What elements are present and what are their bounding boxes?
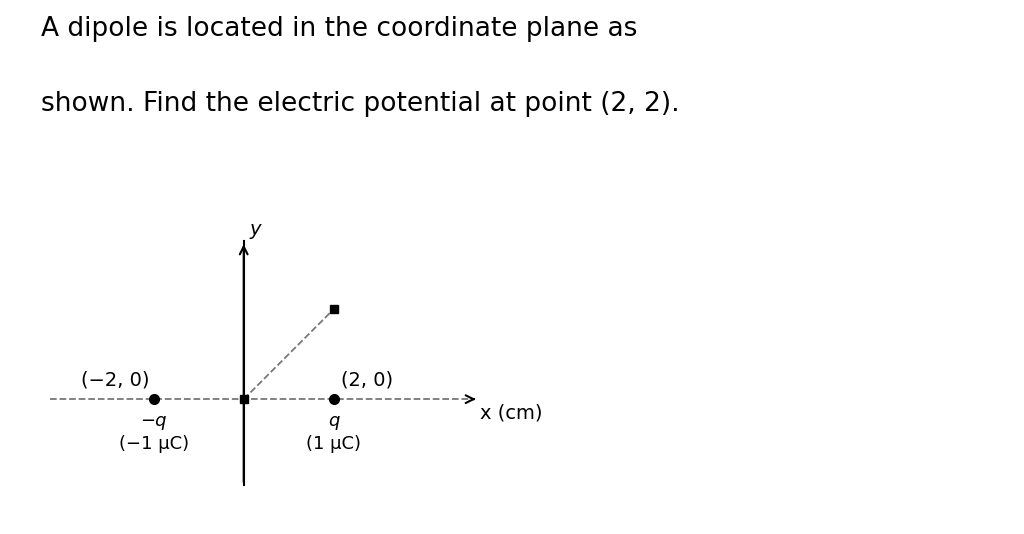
Text: (2, 0): (2, 0) (341, 370, 393, 389)
Text: (1 μC): (1 μC) (306, 435, 361, 453)
Text: shown. Find the electric potential at point (2, 2).: shown. Find the electric potential at po… (41, 91, 680, 117)
Text: x (cm): x (cm) (480, 404, 543, 423)
Text: A dipole is located in the coordinate plane as: A dipole is located in the coordinate pl… (41, 16, 637, 42)
Text: q: q (328, 412, 340, 430)
Text: −q: −q (140, 412, 167, 430)
Text: (−2, 0): (−2, 0) (81, 370, 150, 389)
Text: y: y (249, 220, 261, 239)
Text: (−1 μC): (−1 μC) (119, 435, 188, 453)
